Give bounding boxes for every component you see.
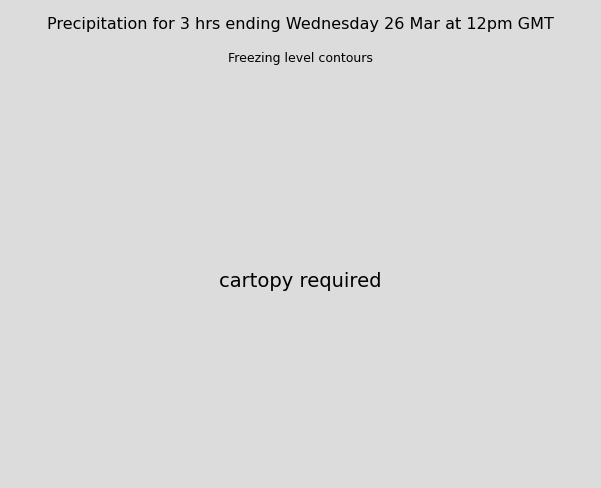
Text: Freezing level contours: Freezing level contours [228, 53, 373, 65]
Text: Precipitation for 3 hrs ending Wednesday 26 Mar at 12pm GMT: Precipitation for 3 hrs ending Wednesday… [47, 17, 554, 32]
Text: cartopy required: cartopy required [219, 272, 382, 291]
